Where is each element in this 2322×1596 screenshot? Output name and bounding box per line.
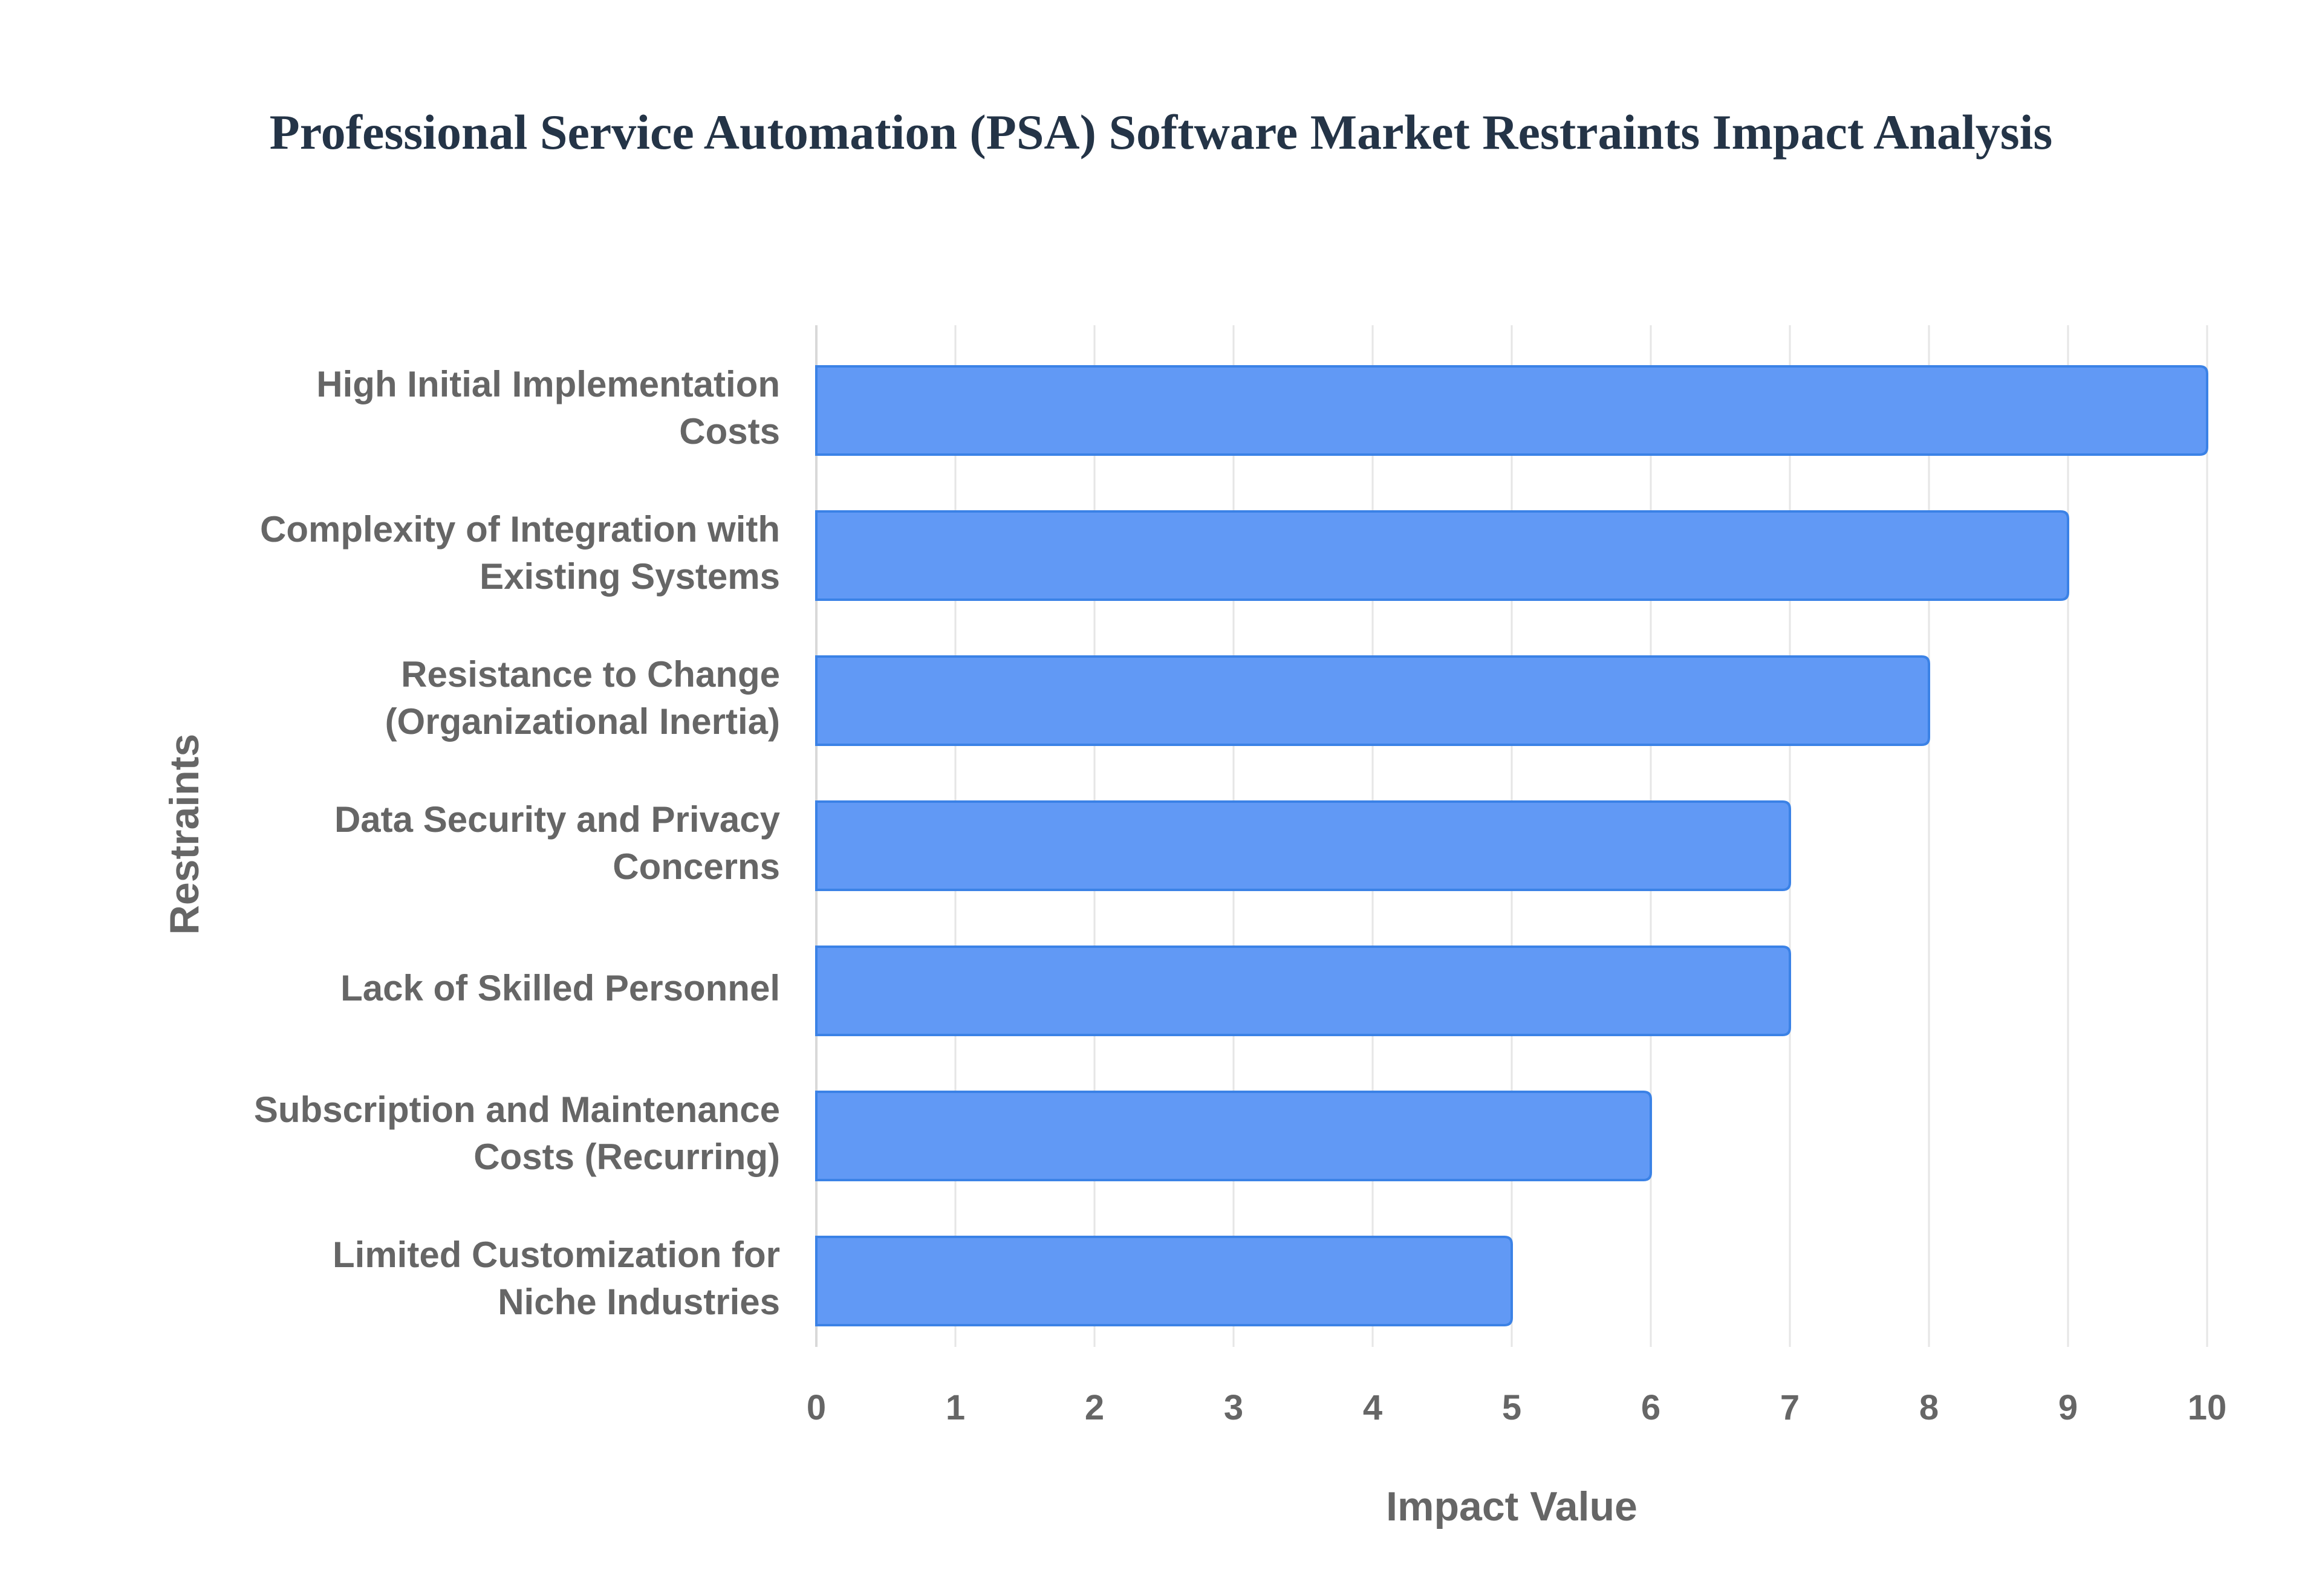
- bar: [815, 800, 1791, 891]
- x-tick-label: 1: [946, 1388, 965, 1427]
- x-tick-label: 5: [1502, 1388, 1521, 1427]
- category-label: Data Security and Privacy Concerns: [334, 799, 781, 887]
- category-label: Lack of Skilled Personnel: [340, 968, 780, 1008]
- y-axis-title: Restraints: [161, 734, 207, 935]
- x-tick-label: 8: [1919, 1388, 1939, 1427]
- category-label: Resistance to Change (Organizational Iner…: [385, 654, 780, 742]
- x-axis-title: Impact Value: [1386, 1484, 1637, 1529]
- bar: [815, 510, 2069, 601]
- x-tick-label: 7: [1780, 1388, 1800, 1427]
- x-tick-label: 6: [1641, 1388, 1660, 1427]
- x-tick-label: 10: [2188, 1388, 2227, 1427]
- category-label: Complexity of Integration with Existing S…: [260, 509, 780, 597]
- x-tick-label: 9: [2058, 1388, 2078, 1427]
- x-tick-label: 3: [1224, 1388, 1243, 1427]
- category-label: High Initial Implementation Costs: [316, 364, 780, 452]
- bar: [815, 1091, 1652, 1181]
- bar: [815, 946, 1791, 1036]
- x-tick-label: 4: [1363, 1388, 1382, 1427]
- chart-title: Professional Service Automation (PSA) So…: [269, 105, 2053, 160]
- category-label: Subscription and Maintenance Costs (Recur…: [254, 1089, 780, 1177]
- bar: [815, 655, 1930, 746]
- category-label: Limited Customization for Niche Industrie…: [333, 1234, 780, 1322]
- x-tick-label: 0: [807, 1388, 826, 1427]
- bar: [815, 1236, 1513, 1326]
- x-tick-label: 2: [1085, 1388, 1104, 1427]
- bar: [815, 365, 2208, 456]
